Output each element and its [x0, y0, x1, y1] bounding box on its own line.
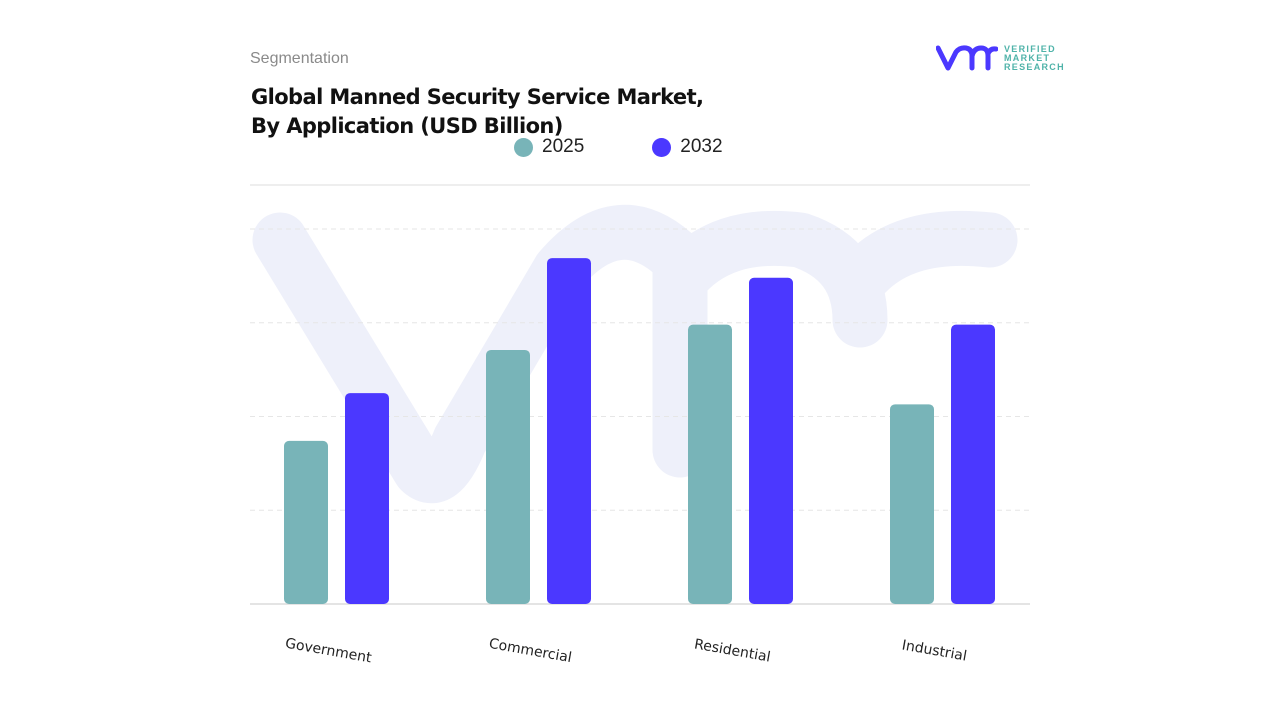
- x-tick-label: Residential: [693, 636, 772, 665]
- legend-label-2032: 2032: [680, 136, 723, 157]
- legend-swatch-2032: [652, 137, 672, 157]
- bar-industrial-2032: [951, 324, 995, 604]
- bar-residential-2025: [688, 324, 732, 604]
- legend-item-2032: 2032: [652, 136, 723, 158]
- title-line-2: By Application (USD Billion): [251, 114, 563, 138]
- section-label: Segmentation: [250, 50, 349, 67]
- vm-logo-mark-icon: [936, 45, 998, 71]
- bar-commercial-2025: [486, 349, 530, 604]
- legend: 2025 2032: [514, 136, 723, 158]
- chart-title: Global Manned Security Service Market, B…: [251, 83, 704, 141]
- legend-item-2025: 2025: [514, 136, 584, 158]
- legend-label-2025: 2025: [542, 136, 585, 157]
- x-tick-label: Industrial: [901, 637, 968, 664]
- title-line-1: Global Manned Security Service Market,: [251, 85, 704, 109]
- logo-text: VERIFIED MARKET RESEARCH: [1004, 43, 1065, 72]
- x-tick-label: Commercial: [488, 636, 573, 666]
- logo-line-1: VERIFIED: [1004, 43, 1056, 54]
- legend-swatch-2025: [514, 137, 533, 157]
- bar-commercial-2032: [547, 258, 591, 604]
- bar-industrial-2025: [890, 404, 934, 604]
- bar-government-2025: [284, 440, 328, 604]
- logo: VERIFIED MARKET RESEARCH: [936, 44, 1065, 72]
- x-tick-label: Government: [284, 636, 373, 667]
- logo-line-2: MARKET: [1004, 52, 1051, 63]
- bar-residential-2032: [749, 277, 793, 604]
- bar-government-2032: [345, 393, 389, 604]
- logo-line-3: RESEARCH: [1004, 61, 1065, 72]
